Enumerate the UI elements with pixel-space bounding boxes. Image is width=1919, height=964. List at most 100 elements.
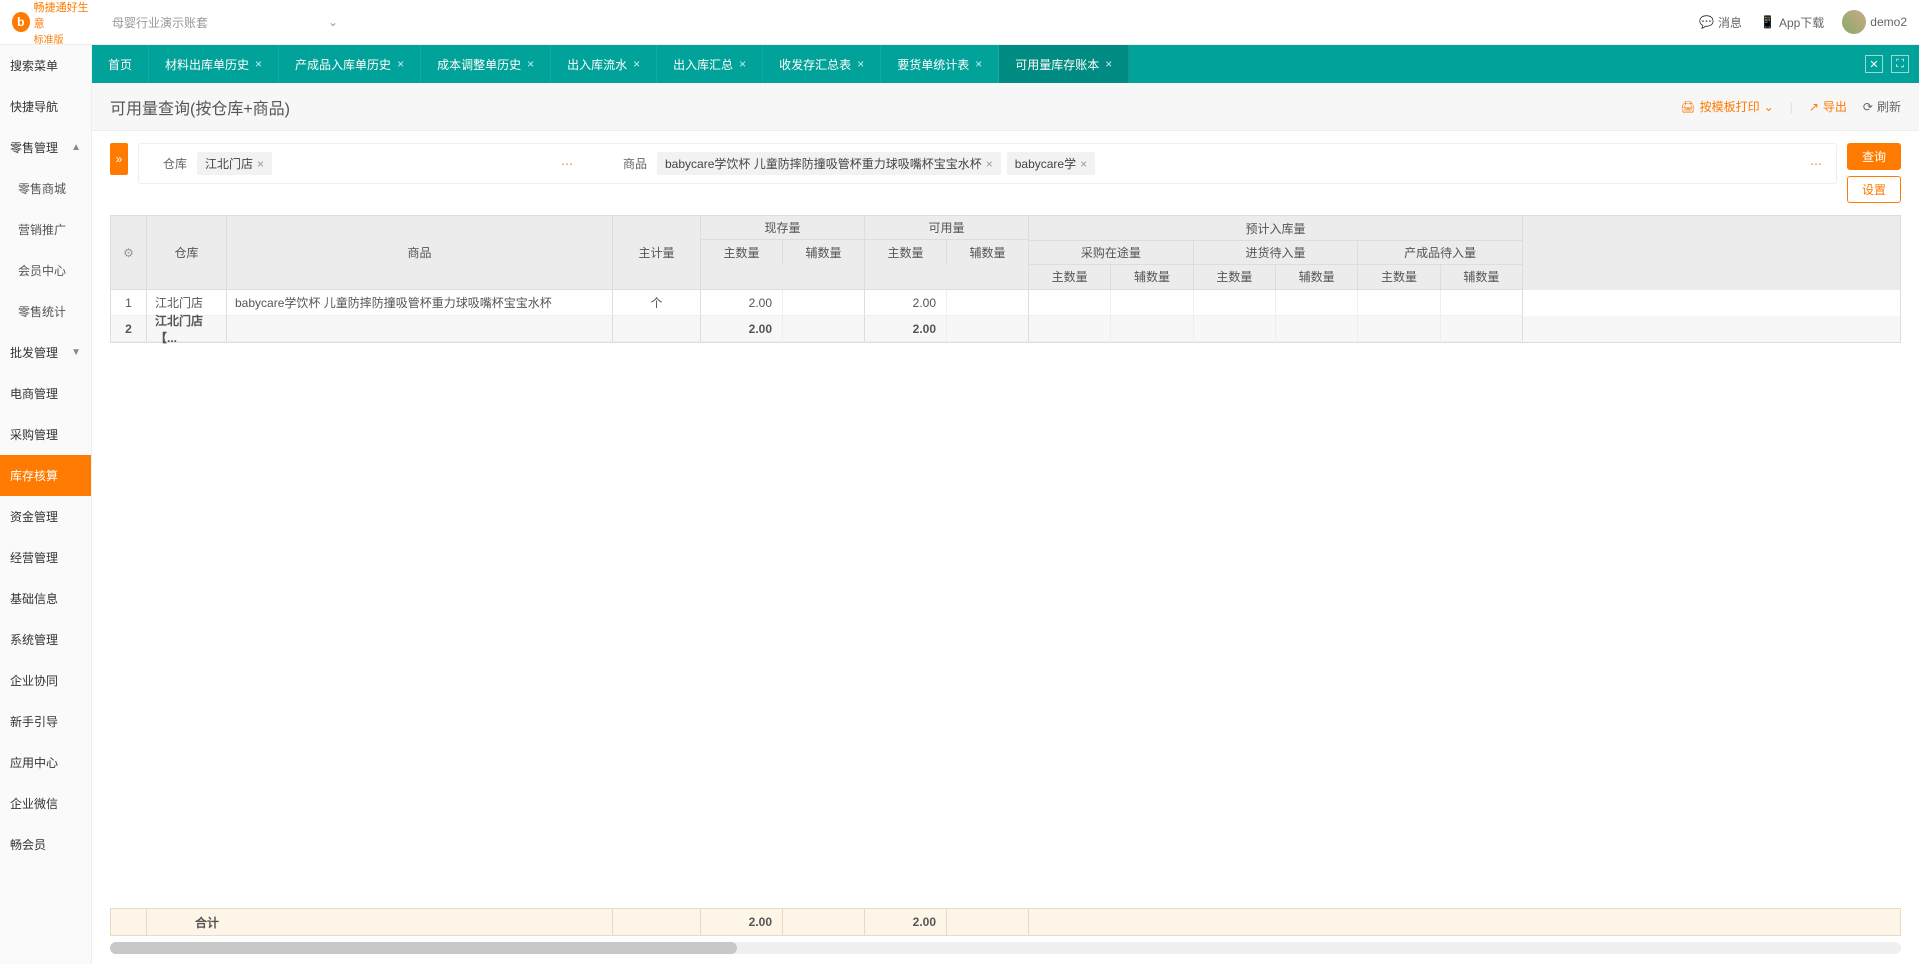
sidebar-item-label: 库存核算 (10, 467, 58, 484)
print-button[interactable]: 🖨 按模板打印 ⌄ (1680, 98, 1773, 115)
close-icon[interactable]: × (975, 57, 982, 71)
gear-icon: ⚙ (123, 246, 134, 260)
print-icon: 🖨 (1680, 100, 1695, 114)
fullscreen-button[interactable]: ⛶ (1891, 55, 1909, 73)
sidebar-item-label: 搜索菜单 (10, 57, 58, 74)
caret-icon: ▼ (71, 347, 81, 358)
sidebar-item[interactable]: 企业协同 (0, 660, 91, 701)
export-button[interactable]: ↗ 导出 (1809, 98, 1847, 115)
sidebar-item[interactable]: 营销推广 (0, 209, 91, 250)
forecast-column-group: 预计入库量 采购在途量 主数量 辅数量 (1029, 216, 1523, 290)
refresh-button[interactable]: ⟳ 刷新 (1863, 98, 1901, 115)
expand-filter-handle[interactable]: » (110, 143, 128, 175)
sidebar-item[interactable]: 库存核算 (0, 455, 91, 496)
tab[interactable]: 材料出库单历史× (149, 45, 279, 83)
user-menu[interactable]: demo2 (1842, 10, 1907, 34)
close-icon[interactable]: × (255, 57, 262, 71)
stock-column-group: 现存量 主数量 辅数量 (701, 216, 865, 290)
row-available: 2.00 (865, 290, 1029, 316)
row-unit: 个 (613, 290, 701, 316)
row-available: 2.00 (865, 316, 1029, 342)
stock-main-header: 主数量 (701, 240, 783, 264)
sidebar-item-label: 经营管理 (10, 549, 58, 566)
logo-text: 畅捷通好生意 (34, 0, 92, 31)
product-tags: babycare学饮杯 儿童防摔防撞吸管杯重力球吸嘴杯宝宝水杯×babycare… (657, 152, 1800, 175)
sidebar-item[interactable]: 搜索菜单 (0, 45, 91, 86)
table-row[interactable]: 2江北门店【...2.002.00 (111, 316, 1900, 342)
sidebar-item[interactable]: 采购管理 (0, 414, 91, 455)
sidebar-item[interactable]: 电商管理 (0, 373, 91, 414)
sidebar-item[interactable]: 批发管理 ▼ (0, 332, 91, 373)
sidebar-item[interactable]: 零售管理▲ (0, 127, 91, 168)
table-row[interactable]: 1江北门店babycare学饮杯 儿童防摔防撞吸管杯重力球吸嘴杯宝宝水杯个2.0… (111, 290, 1900, 316)
sidebar-item-label: 企业协同 (10, 672, 58, 689)
avatar (1842, 10, 1866, 34)
messages-link[interactable]: 💬 消息 (1699, 14, 1742, 31)
horizontal-scrollbar[interactable] (110, 942, 1901, 954)
settings-column-header[interactable]: ⚙ (111, 216, 147, 290)
sidebar-item-label: 零售管理 (10, 139, 58, 156)
sidebar-item-label: 批发管理 (10, 344, 58, 361)
product-column-header: 商品 (227, 216, 613, 290)
chevron-down-icon: ⌄ (328, 15, 338, 29)
close-tabs-button[interactable]: ✕ (1865, 55, 1883, 73)
tab[interactable]: 产成品入库单历史 × (279, 45, 421, 83)
incoming-pending-header: 进货待入量 (1194, 241, 1358, 265)
tab[interactable]: 要货单统计表× (881, 45, 999, 83)
sidebar-item[interactable]: 基础信息 (0, 578, 91, 619)
sidebar-item[interactable]: 资金管理 (0, 496, 91, 537)
scrollbar-thumb[interactable] (110, 942, 737, 954)
tab[interactable]: 出入库流水 × (551, 45, 657, 83)
avail-main-header: 主数量 (865, 240, 947, 264)
sidebar-item-label: 采购管理 (10, 426, 58, 443)
query-button[interactable]: 查询 (1847, 143, 1901, 170)
finished-pending-header: 产成品待入量 (1358, 241, 1522, 265)
tab-label: 产成品入库单历史 (295, 56, 391, 73)
close-icon[interactable]: × (527, 57, 534, 71)
settings-button[interactable]: 设置 (1847, 176, 1901, 203)
sidebar-item[interactable]: 会员中心 (0, 250, 91, 291)
sidebar-item-label: 应用中心 (10, 754, 58, 771)
tab[interactable]: 成本调整单历史 × (421, 45, 551, 83)
sidebar-item[interactable]: 企业微信 (0, 783, 91, 824)
fp-main-header: 主数量 (1358, 265, 1440, 289)
tab-label: 出入库流水 (567, 56, 627, 73)
fp-aux-header: 辅数量 (1441, 265, 1522, 289)
filter-tag: babycare学饮杯 儿童防摔防撞吸管杯重力球吸嘴杯宝宝水杯× (657, 152, 1001, 175)
sidebar-item[interactable]: 应用中心 (0, 742, 91, 783)
logo-icon: b (12, 12, 30, 32)
tag-label: 江北门店 (205, 155, 253, 172)
row-index: 2 (111, 316, 147, 342)
close-icon[interactable]: × (1105, 57, 1112, 71)
sidebar-item[interactable]: 畅会员 (0, 824, 91, 865)
sidebar-item[interactable]: 零售商城 (0, 168, 91, 209)
row-product (227, 316, 613, 342)
app-download-link[interactable]: 📱 App下载 (1760, 14, 1824, 31)
product-more-icon[interactable]: ⋯ (1810, 157, 1822, 171)
org-selector[interactable]: 母婴行业演示账套 ⌄ (112, 14, 338, 31)
tab-label: 成本调整单历史 (437, 56, 521, 73)
row-index: 1 (111, 290, 147, 316)
tab[interactable]: 收发存汇总表× (763, 45, 881, 83)
close-icon[interactable]: × (739, 57, 746, 71)
pt-aux-header: 辅数量 (1111, 265, 1192, 289)
close-icon[interactable]: × (397, 57, 404, 71)
sidebar-item-label: 资金管理 (10, 508, 58, 525)
sidebar: 搜索菜单快捷导航零售管理▲零售商城营销推广会员中心零售统计批发管理 ▼ 电商管理采购… (0, 45, 92, 964)
tab[interactable]: 首页 (92, 45, 149, 83)
tab[interactable]: 可用量库存账本× (999, 45, 1129, 83)
warehouse-more-icon[interactable]: ⋯ (561, 157, 573, 171)
close-icon[interactable]: × (857, 57, 864, 71)
remove-tag-icon[interactable]: × (257, 157, 264, 171)
phone-icon: 📱 (1760, 15, 1775, 29)
close-icon[interactable]: × (633, 57, 640, 71)
sidebar-item[interactable]: 快捷导航 (0, 86, 91, 127)
sidebar-item[interactable]: 零售统计 (0, 291, 91, 332)
remove-tag-icon[interactable]: × (986, 157, 993, 171)
sidebar-item[interactable]: 经营管理 (0, 537, 91, 578)
remove-tag-icon[interactable]: × (1080, 157, 1087, 171)
tab[interactable]: 出入库汇总× (657, 45, 763, 83)
sidebar-item[interactable]: 系统管理 (0, 619, 91, 660)
sidebar-item[interactable]: 新手引导 (0, 701, 91, 742)
ip-aux-header: 辅数量 (1276, 265, 1357, 289)
